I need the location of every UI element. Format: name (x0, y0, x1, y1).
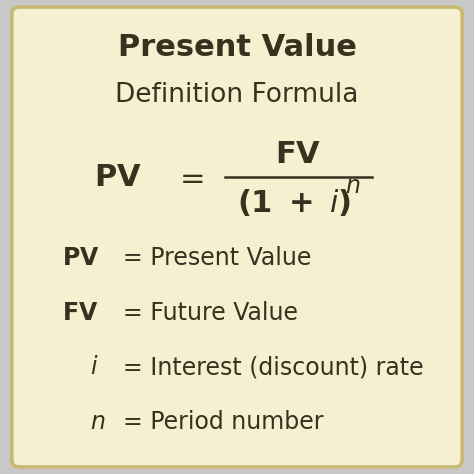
Text: Definition Formula: Definition Formula (115, 82, 359, 108)
Text: = Interest (discount) rate: = Interest (discount) rate (123, 356, 424, 379)
Text: Present Value: Present Value (118, 33, 356, 62)
Text: $\mathbf{FV}$: $\mathbf{FV}$ (62, 301, 98, 325)
Text: = Present Value: = Present Value (123, 246, 311, 270)
Text: = Future Value: = Future Value (123, 301, 298, 325)
Text: = Period number: = Period number (123, 410, 324, 434)
Text: $\mathit{i}$: $\mathit{i}$ (90, 356, 99, 379)
Text: $=$: $=$ (174, 163, 205, 192)
Text: $\mathbf{(1\ +\ }$$\mathit{i}$$\mathbf{)}$: $\mathbf{(1\ +\ }$$\mathit{i}$$\mathbf{)… (237, 187, 351, 219)
Text: $\mathit{n}$: $\mathit{n}$ (90, 410, 105, 434)
Text: $\mathbf{PV}$: $\mathbf{PV}$ (62, 246, 99, 270)
Text: $\mathbf{FV}$: $\mathbf{FV}$ (275, 139, 322, 169)
Text: $\mathit{n}$: $\mathit{n}$ (346, 174, 361, 198)
FancyBboxPatch shape (12, 7, 462, 467)
Text: $\mathbf{PV}$: $\mathbf{PV}$ (94, 163, 142, 192)
